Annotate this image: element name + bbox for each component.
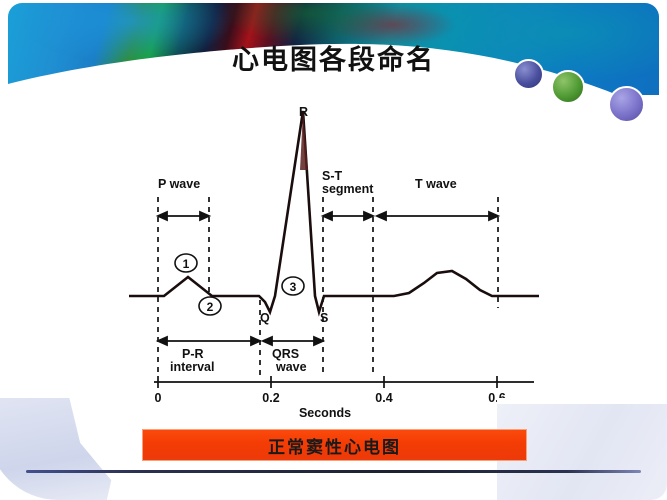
decor-bubble-purple-icon [608, 86, 645, 123]
caption-banner-label: 正常窦性心电图 [268, 437, 401, 458]
label-s-trough: S [320, 311, 328, 325]
ecg-lower-arrows [155, 335, 326, 347]
bottom-right-panel-top-mask [497, 398, 667, 408]
label-pr-interval-line2: interval [170, 360, 214, 374]
callout-2: 2 [198, 296, 222, 316]
label-qrs-line1: QRS [272, 347, 299, 361]
ecg-svg: P wave S-T segment T wave R Q S 1 2 3 [129, 105, 539, 418]
callout-3-label: 3 [290, 280, 297, 294]
x-tick-0-4: 0.4 [375, 391, 392, 405]
callout-1: 1 [174, 253, 198, 273]
ecg-upper-arrows [155, 210, 501, 222]
ecg-figure-card [34, 100, 634, 418]
x-tick-0-2: 0.2 [262, 391, 279, 405]
ecg-guide-lines [157, 197, 499, 376]
caption-banner: 正常窦性心电图 [142, 429, 527, 461]
decor-bubble-green-icon [551, 70, 585, 104]
callout-3: 3 [281, 276, 305, 296]
label-st-segment-line2: segment [322, 182, 374, 196]
callout-1-label: 1 [183, 257, 190, 271]
x-axis-label: Seconds [299, 406, 351, 418]
ecg-diagram: P wave S-T segment T wave R Q S 1 2 3 [34, 100, 634, 418]
label-t-wave: T wave [415, 177, 457, 191]
label-q-trough: Q [260, 311, 270, 325]
label-st-segment-line1: S-T [322, 169, 343, 183]
ecg-trace-line [129, 110, 539, 317]
label-p-wave: P wave [158, 177, 200, 191]
ecg-r-peak-highlight [300, 111, 308, 170]
callout-2-label: 2 [207, 300, 214, 314]
decor-bubble-dark-blue-icon [513, 59, 544, 90]
label-pr-interval-line1: P-R [182, 347, 204, 361]
x-tick-0: 0 [155, 391, 162, 405]
x-axis [154, 376, 534, 388]
label-qrs-line2: wave [275, 360, 307, 374]
bottom-divider-rule [26, 470, 641, 473]
